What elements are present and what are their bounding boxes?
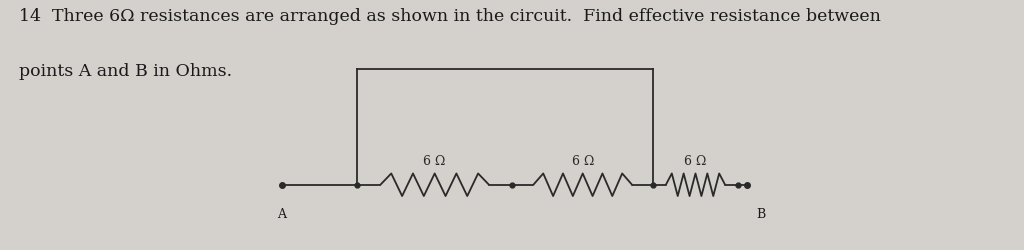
Text: A: A (278, 208, 287, 220)
Text: 14  Three 6Ω resistances are arranged as shown in the circuit.  Find effective r: 14 Three 6Ω resistances are arranged as … (18, 8, 881, 24)
Text: 6 Ω: 6 Ω (424, 154, 445, 168)
Text: 6 Ω: 6 Ω (684, 154, 707, 168)
Text: B: B (757, 208, 766, 220)
Text: points A and B in Ohms.: points A and B in Ohms. (18, 62, 231, 80)
Text: 6 Ω: 6 Ω (571, 154, 594, 168)
